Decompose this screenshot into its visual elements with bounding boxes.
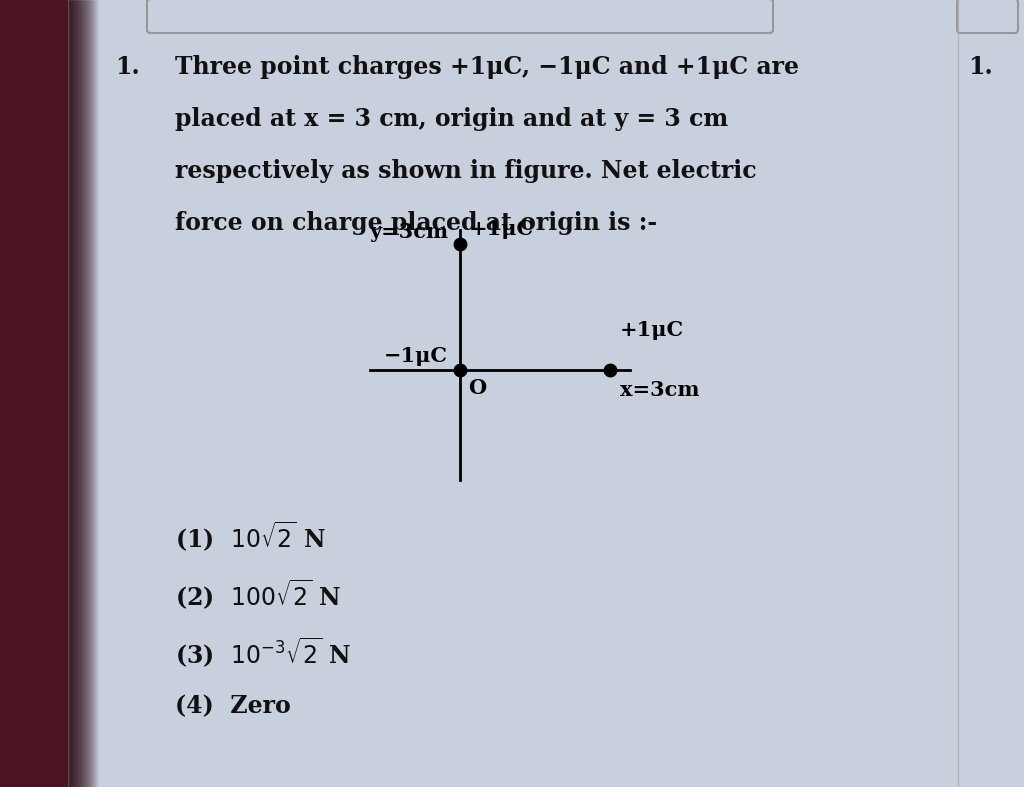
Text: O: O	[468, 378, 486, 398]
Text: Three point charges +1μC, −1μC and +1μC are: Three point charges +1μC, −1μC and +1μC …	[175, 55, 799, 79]
Text: respectively as shown in figure. Net electric: respectively as shown in figure. Net ele…	[175, 159, 757, 183]
Text: (3)  $10^{-3}\sqrt{2}$ N: (3) $10^{-3}\sqrt{2}$ N	[175, 636, 351, 670]
Text: x=3cm: x=3cm	[620, 380, 699, 400]
Text: +1μC: +1μC	[470, 219, 535, 239]
Text: 1.: 1.	[968, 55, 992, 79]
FancyBboxPatch shape	[957, 0, 1018, 33]
Text: +1μC: +1μC	[620, 320, 684, 340]
Text: (1)  $10\sqrt{2}$ N: (1) $10\sqrt{2}$ N	[175, 520, 326, 554]
Bar	[0, 0, 68, 787]
Text: −1μC: −1μC	[384, 346, 449, 366]
Text: placed at x = 3 cm, origin and at y = 3 cm: placed at x = 3 cm, origin and at y = 3 …	[175, 107, 728, 131]
Text: 1.: 1.	[115, 55, 139, 79]
Text: y=3cm: y=3cm	[369, 222, 449, 242]
FancyBboxPatch shape	[147, 0, 773, 33]
Text: (4)  Zero: (4) Zero	[175, 694, 291, 718]
Text: (2)  $100\sqrt{2}$ N: (2) $100\sqrt{2}$ N	[175, 578, 341, 612]
Text: force on charge placed at origin is :-: force on charge placed at origin is :-	[175, 211, 657, 235]
